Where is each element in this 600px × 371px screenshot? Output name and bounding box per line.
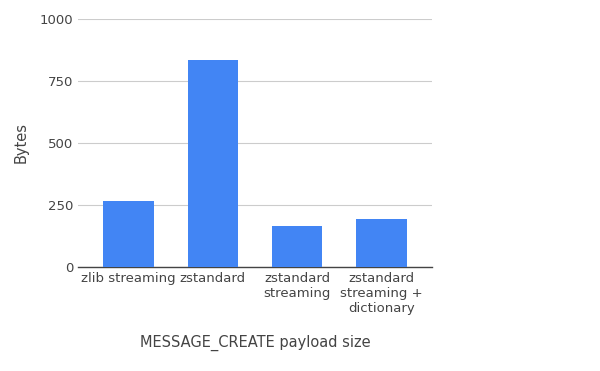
Bar [272, 226, 322, 267]
X-axis label: MESSAGE_CREATE payload size: MESSAGE_CREATE payload size [140, 334, 370, 351]
Bar [188, 60, 238, 267]
Y-axis label: Bytes: Bytes [13, 122, 28, 163]
Bar [103, 201, 154, 267]
Bar [356, 219, 407, 267]
